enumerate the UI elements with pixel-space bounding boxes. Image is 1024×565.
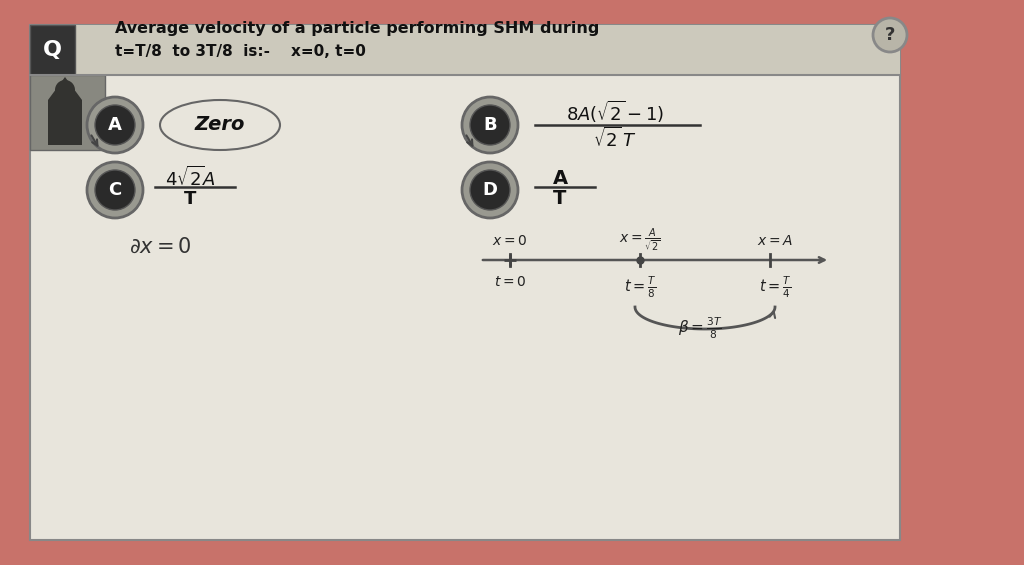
Text: $t=0$: $t=0$ [494,275,526,289]
Text: B: B [483,116,497,134]
Circle shape [462,162,518,218]
Circle shape [462,97,518,153]
Text: $\sqrt{2}\,T$: $\sqrt{2}\,T$ [593,127,637,151]
Circle shape [95,170,135,210]
Polygon shape [750,0,1024,565]
Text: $t=\frac{T}{8}$: $t=\frac{T}{8}$ [624,275,656,299]
Text: t=T/8  to 3T/8  is:-    x=0, t=0: t=T/8 to 3T/8 is:- x=0, t=0 [115,45,366,59]
Text: $x=A$: $x=A$ [757,234,793,248]
FancyBboxPatch shape [30,25,75,75]
Circle shape [87,162,143,218]
Circle shape [55,80,75,100]
Circle shape [470,170,510,210]
FancyBboxPatch shape [30,25,900,540]
Text: $8A(\sqrt{2}-1)$: $8A(\sqrt{2}-1)$ [566,99,665,125]
Text: $x=0$: $x=0$ [493,234,527,248]
Text: T: T [184,190,197,208]
Text: D: D [482,181,498,199]
Text: $4\sqrt{2}A$: $4\sqrt{2}A$ [165,166,215,190]
Text: T: T [553,189,566,208]
Circle shape [87,97,143,153]
Text: $\beta=\frac{3T}{8}$: $\beta=\frac{3T}{8}$ [678,315,722,341]
Circle shape [95,105,135,145]
Circle shape [470,105,510,145]
FancyBboxPatch shape [30,75,105,150]
Text: Q: Q [43,40,61,60]
Polygon shape [48,77,82,145]
Text: A: A [109,116,122,134]
Text: Average velocity of a particle performing SHM during: Average velocity of a particle performin… [115,20,599,36]
Text: A: A [552,168,567,188]
Text: ?: ? [885,26,895,44]
Text: $x=\frac{A}{\sqrt{2}}$: $x=\frac{A}{\sqrt{2}}$ [620,227,660,255]
FancyBboxPatch shape [30,25,900,75]
Text: $t=\frac{T}{4}$: $t=\frac{T}{4}$ [759,275,792,299]
Text: Zero: Zero [195,115,245,134]
Text: $\partial x = 0$: $\partial x = 0$ [129,237,191,257]
Circle shape [873,18,907,52]
Text: C: C [109,181,122,199]
